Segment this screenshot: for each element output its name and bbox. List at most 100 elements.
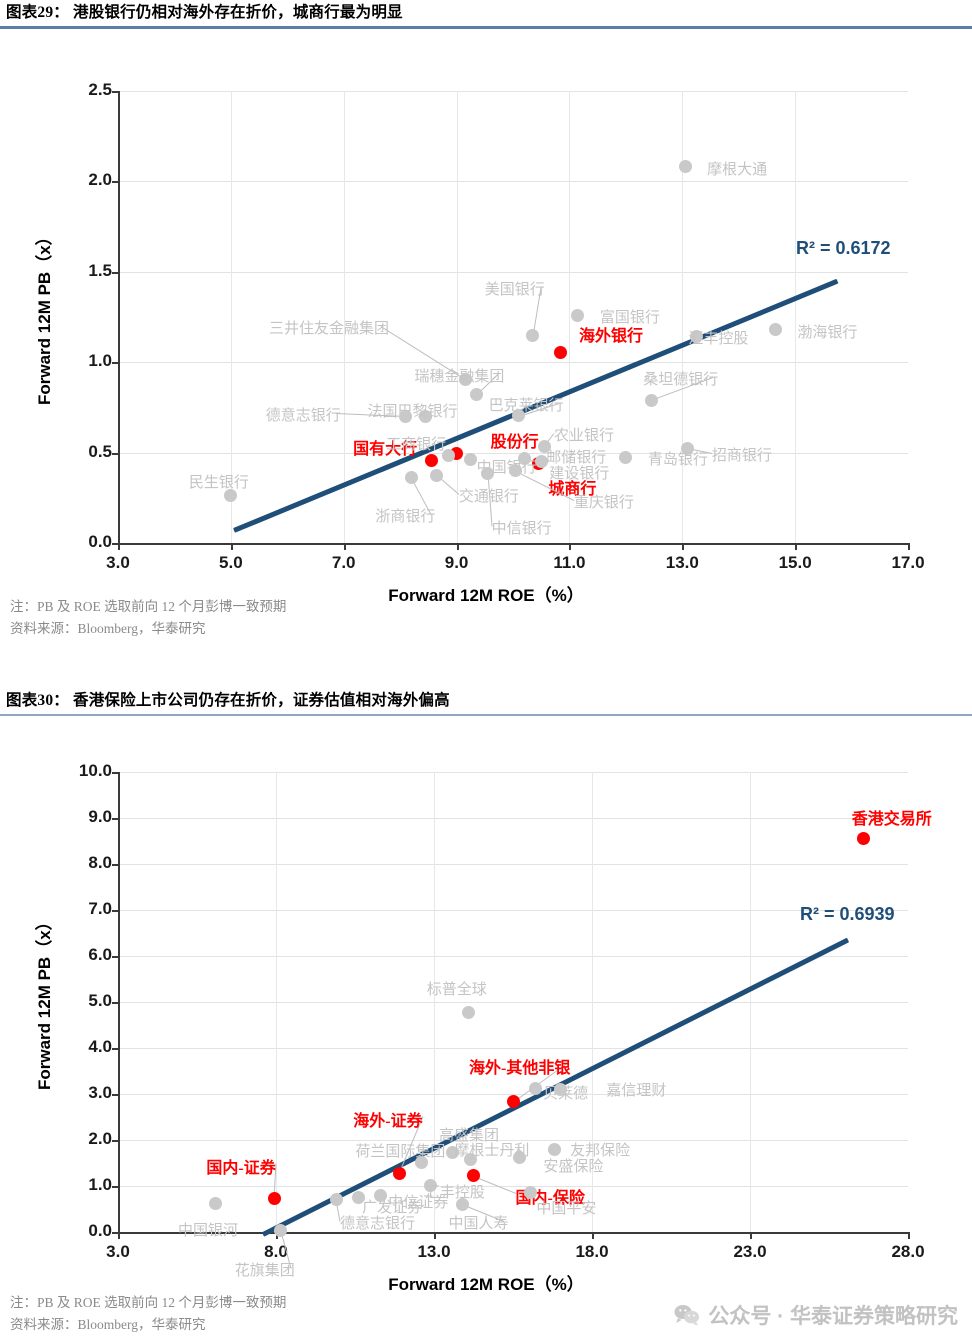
data-point[interactable]	[678, 160, 692, 174]
data-point[interactable]	[681, 441, 695, 455]
data-point[interactable]	[392, 1166, 406, 1180]
data-point[interactable]	[512, 409, 526, 423]
exhibit-29-note-line: 资料来源：Bloomberg，华泰研究	[10, 621, 206, 636]
data-point[interactable]	[537, 439, 551, 453]
data-point[interactable]	[419, 409, 433, 423]
data-point[interactable]	[463, 1152, 477, 1166]
x-axis-tick	[456, 543, 459, 550]
exhibit-29: 图表29： 港股银行仍相对海外存在折价，城商行最为明显 0.0 0.5 1.0 1.5…	[0, 0, 972, 636]
data-point[interactable]	[399, 409, 413, 423]
data-point-label: 国内-证券	[206, 1160, 276, 1178]
x-axis-tick	[750, 1232, 752, 1239]
data-point-label: 农业银行	[554, 428, 615, 445]
data-point[interactable]	[469, 388, 483, 402]
wechat-label: 公众号 · 华泰证券策略研究	[708, 1305, 958, 1328]
gridline-horizontal	[118, 772, 908, 773]
x-axis-tick-label: 28.0	[891, 1242, 925, 1261]
y-axis-tick-label: 1.0	[88, 1175, 112, 1194]
y-axis-tick-label: 2.0	[88, 1129, 112, 1148]
data-point[interactable]	[571, 308, 585, 322]
x-axis-tick	[230, 543, 233, 550]
data-point[interactable]	[517, 451, 531, 465]
data-point-label: 汇丰控股	[688, 330, 749, 347]
exhibit-30-divider	[0, 714, 972, 716]
gridline-horizontal	[118, 362, 908, 364]
data-point-label: 中国人寿	[448, 1216, 509, 1233]
data-point[interactable]	[528, 1081, 542, 1095]
data-point[interactable]	[455, 1197, 469, 1211]
data-point[interactable]	[857, 832, 871, 846]
data-point[interactable]	[526, 329, 540, 343]
data-point-label: 德意志银行	[340, 1215, 416, 1232]
data-point[interactable]	[554, 345, 568, 359]
y-axis-tick-label: 1.0	[88, 351, 112, 371]
y-axis-line	[118, 772, 120, 1232]
data-point-label: 国有大行	[353, 440, 418, 458]
gridline-horizontal	[118, 181, 908, 183]
data-point[interactable]	[644, 393, 658, 407]
gridline-vertical	[795, 91, 797, 543]
data-point[interactable]	[424, 1178, 438, 1192]
data-point[interactable]	[523, 1186, 537, 1200]
data-point[interactable]	[351, 1191, 365, 1204]
x-axis-tick	[343, 543, 346, 550]
data-point[interactable]	[464, 453, 478, 467]
data-point[interactable]	[209, 1196, 223, 1210]
data-point[interactable]	[768, 323, 782, 337]
gridline-vertical	[434, 772, 435, 1232]
data-point[interactable]	[547, 1142, 561, 1156]
data-point[interactable]	[329, 1193, 343, 1207]
gridline-horizontal	[118, 1094, 908, 1095]
x-axis-tick-label: 3.0	[106, 1242, 130, 1261]
data-point[interactable]	[430, 468, 444, 482]
data-point[interactable]	[414, 1155, 428, 1169]
gridline-vertical	[592, 772, 593, 1232]
data-point[interactable]	[373, 1188, 387, 1202]
exhibit-30: 图表30： 香港保险上市公司仍存在折价，证券估值相对海外偏高 0.0 1.0 2.0…	[0, 688, 972, 1332]
data-point[interactable]	[404, 470, 418, 484]
data-point-label: 民生银行	[188, 475, 249, 492]
data-point-label: 标普全球	[426, 982, 487, 999]
y-axis-tick	[112, 543, 118, 545]
data-point[interactable]	[267, 1191, 281, 1205]
x-axis-tick-label: 17.0	[891, 553, 925, 572]
r-squared-label: R² = 0.6172	[796, 238, 891, 258]
data-point[interactable]	[441, 448, 455, 462]
data-point-label: 青岛银行	[647, 452, 708, 469]
exhibit-30-notes: 注：PB 及 ROE 选取前向 12 个月彭博一致预期 资料来源：Bloomber…	[10, 1292, 286, 1336]
data-point-label: 汇丰控股	[424, 1185, 485, 1202]
data-point[interactable]	[512, 1150, 526, 1164]
data-point[interactable]	[446, 1145, 460, 1159]
data-point[interactable]	[553, 1082, 567, 1096]
data-point[interactable]	[534, 455, 548, 469]
data-point-label: 邮储银行	[546, 450, 607, 467]
data-point[interactable]	[224, 488, 238, 502]
data-point[interactable]	[458, 372, 472, 386]
data-point[interactable]	[462, 1005, 476, 1019]
data-point-label: 广发证券	[362, 1199, 423, 1216]
data-point-label: 招商银行	[711, 448, 772, 465]
data-point[interactable]	[509, 464, 523, 478]
data-point-label: 法国巴黎银行	[367, 404, 458, 421]
x-axis-tick-label: 13.0	[417, 1242, 451, 1261]
data-point[interactable]	[506, 1095, 520, 1109]
exhibit-30-number: 图表30：	[6, 692, 70, 709]
data-point-label: 渤海银行	[797, 324, 858, 341]
data-point[interactable]	[467, 1169, 480, 1183]
wechat-icon	[674, 1304, 700, 1326]
exhibit-29-note-line: 注：PB 及 ROE 选取前向 12 个月彭博一致预期	[10, 599, 287, 614]
data-point[interactable]	[274, 1224, 288, 1238]
y-axis-tick-label: 8.0	[88, 853, 112, 872]
data-point[interactable]	[619, 450, 633, 464]
x-axis-tick-label: 13.0	[665, 553, 699, 572]
x-axis-line	[118, 1232, 909, 1234]
y-axis-tick	[112, 362, 118, 365]
exhibit-30-title-row: 图表30： 香港保险上市公司仍存在折价，证券估值相对海外偏高	[0, 688, 972, 714]
data-point[interactable]	[689, 330, 703, 344]
gridline-horizontal	[118, 91, 908, 92]
gridline-vertical	[750, 772, 751, 1232]
data-point[interactable]	[481, 466, 495, 480]
x-axis-line	[118, 543, 909, 545]
data-point[interactable]	[424, 454, 438, 468]
gridline-vertical	[456, 91, 458, 543]
